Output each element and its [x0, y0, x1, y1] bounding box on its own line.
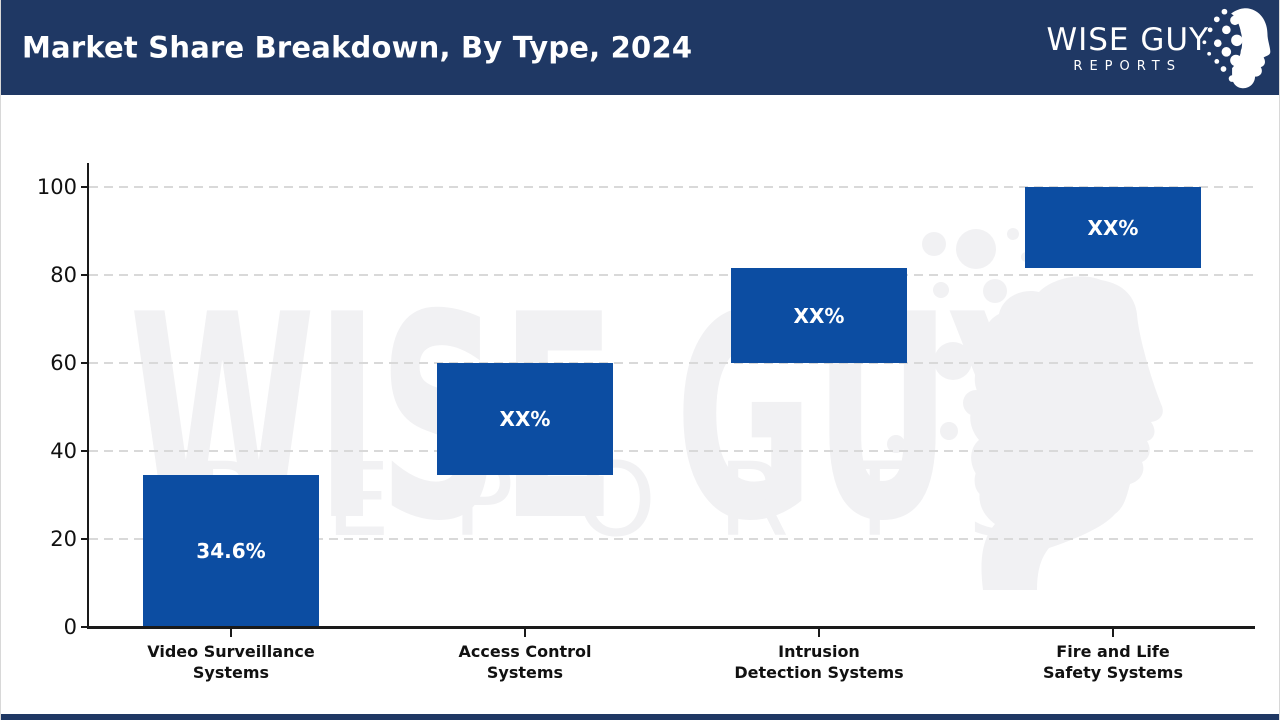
x-category-label-fire-and-life-safety-systems: Fire and Life Safety Systems — [993, 641, 1233, 683]
gridline-40 — [89, 450, 1255, 452]
x-tick-mark-fire-and-life-safety-systems — [1112, 629, 1114, 637]
y-tick-label-100: 100 — [36, 175, 77, 199]
x-category-label-intrusion-detection-systems: Intrusion Detection Systems — [699, 641, 939, 683]
y-tick-label-20: 20 — [50, 527, 77, 551]
gridline-20 — [89, 538, 1255, 540]
y-tick-label-80: 80 — [50, 263, 77, 287]
y-tick-mark-100 — [81, 186, 88, 188]
y-tick-mark-60 — [81, 362, 88, 364]
logo-wordmark: WISE GUY — [1046, 22, 1209, 58]
y-tick-label-60: 60 — [50, 351, 77, 375]
y-tick-mark-0 — [81, 626, 88, 628]
x-category-label-video-surveillance-systems: Video Surveillance Systems — [111, 641, 351, 683]
x-tick-mark-video-surveillance-systems — [230, 629, 232, 637]
x-category-label-line: Systems — [486, 663, 564, 682]
x-tick-mark-intrusion-detection-systems — [818, 629, 820, 637]
x-axis-line — [87, 626, 1255, 629]
bar-access-control-systems: XX% — [437, 363, 613, 475]
x-category-label-line: Detection Systems — [734, 663, 904, 682]
x-category-label-line: Systems — [192, 663, 270, 682]
x-category-label-line: Safety Systems — [1043, 663, 1183, 682]
header-bar: Market Share Breakdown, By Type, 2024 WI… — [1, 0, 1279, 95]
y-tick-label-0: 0 — [63, 615, 77, 639]
bar-value-label-fire-and-life-safety-systems: XX% — [1087, 215, 1139, 240]
logo-text: WISE GUY REPORTS — [1046, 22, 1209, 74]
y-tick-mark-80 — [81, 274, 88, 276]
x-category-label-line: Fire and Life — [1056, 642, 1170, 661]
x-tick-mark-access-control-systems — [524, 629, 526, 637]
gridline-60 — [89, 362, 1255, 364]
gridline-80 — [89, 274, 1255, 276]
x-category-label-line: Video Surveillance — [147, 642, 315, 661]
bar-video-surveillance-systems: 34.6% — [143, 474, 319, 627]
logo-subtitle: REPORTS — [1073, 59, 1183, 74]
bar-intrusion-detection-systems: XX% — [731, 268, 907, 363]
x-category-label-line: Access Control — [458, 642, 592, 661]
bar-value-label-video-surveillance-systems: 34.6% — [196, 538, 266, 563]
y-tick-mark-20 — [81, 538, 88, 540]
x-category-label-line: Intrusion — [778, 642, 860, 661]
logo-head-icon — [1202, 8, 1271, 89]
y-tick-label-40: 40 — [50, 439, 77, 463]
bar-value-label-intrusion-detection-systems: XX% — [793, 303, 845, 328]
wise-guy-reports-logo: WISE GUY REPORTS — [1046, 4, 1273, 92]
gridline-100 — [89, 186, 1255, 188]
bar-value-label-access-control-systems: XX% — [499, 406, 551, 431]
x-category-label-access-control-systems: Access Control Systems — [405, 641, 645, 683]
bar-fire-and-life-safety-systems: XX% — [1025, 187, 1201, 269]
y-tick-mark-40 — [81, 450, 88, 452]
footer-bar — [1, 714, 1279, 720]
page-title: Market Share Breakdown, By Type, 2024 — [22, 29, 693, 64]
y-axis-line — [87, 163, 89, 629]
